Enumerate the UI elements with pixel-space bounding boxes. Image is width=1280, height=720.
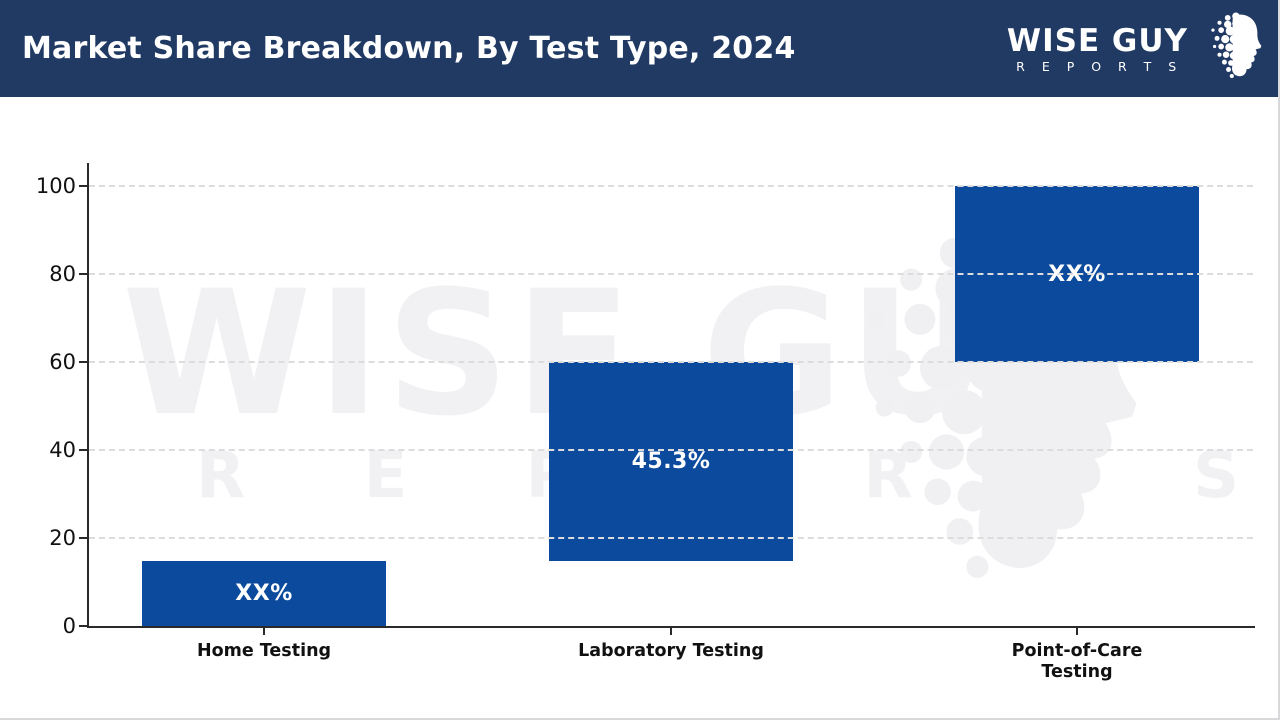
gridline <box>89 361 1253 363</box>
y-tick <box>79 449 88 451</box>
bar: 45.3% <box>549 362 793 562</box>
y-tick-label: 0 <box>62 614 76 638</box>
x-axis-category-label: Home Testing <box>196 641 332 661</box>
wise-guy-reports-logo: WISE GUY R E P O R T S <box>1007 4 1272 94</box>
y-tick <box>79 273 88 275</box>
bar-value-label: XX% <box>235 581 293 607</box>
logo-wordmark-line1: WISE GUY <box>1006 23 1188 59</box>
y-tick-label: 60 <box>49 350 76 374</box>
y-axis-line <box>87 163 89 628</box>
logo-wordmark: WISE GUY R E P O R T S <box>1007 24 1188 74</box>
y-tick-label: 100 <box>35 174 76 198</box>
y-tick <box>79 361 88 363</box>
x-tick <box>1076 628 1078 635</box>
bar-value-label: 45.3% <box>631 449 711 475</box>
bar: XX% <box>142 561 386 626</box>
x-axis-line <box>87 626 1255 628</box>
header-bar: Market Share Breakdown, By Test Type, 20… <box>0 0 1280 97</box>
y-tick <box>79 185 88 187</box>
chart-title: Market Share Breakdown, By Test Type, 20… <box>22 31 796 66</box>
y-tick-label: 20 <box>49 526 76 550</box>
y-tick <box>79 537 88 539</box>
y-tick-label: 80 <box>49 262 76 286</box>
y-tick <box>79 625 88 627</box>
gridline <box>89 185 1253 187</box>
x-tick <box>263 628 265 635</box>
gridline <box>89 537 1253 539</box>
x-axis-category-label: Point-of-Care Testing <box>1011 641 1143 682</box>
x-tick <box>670 628 672 635</box>
gridline <box>89 449 1253 451</box>
x-axis-category-label: Laboratory Testing <box>578 641 764 661</box>
gridline <box>89 273 1253 275</box>
logo-wordmark-line2: R E P O R T S <box>1016 59 1183 74</box>
y-tick-label: 40 <box>49 438 76 462</box>
